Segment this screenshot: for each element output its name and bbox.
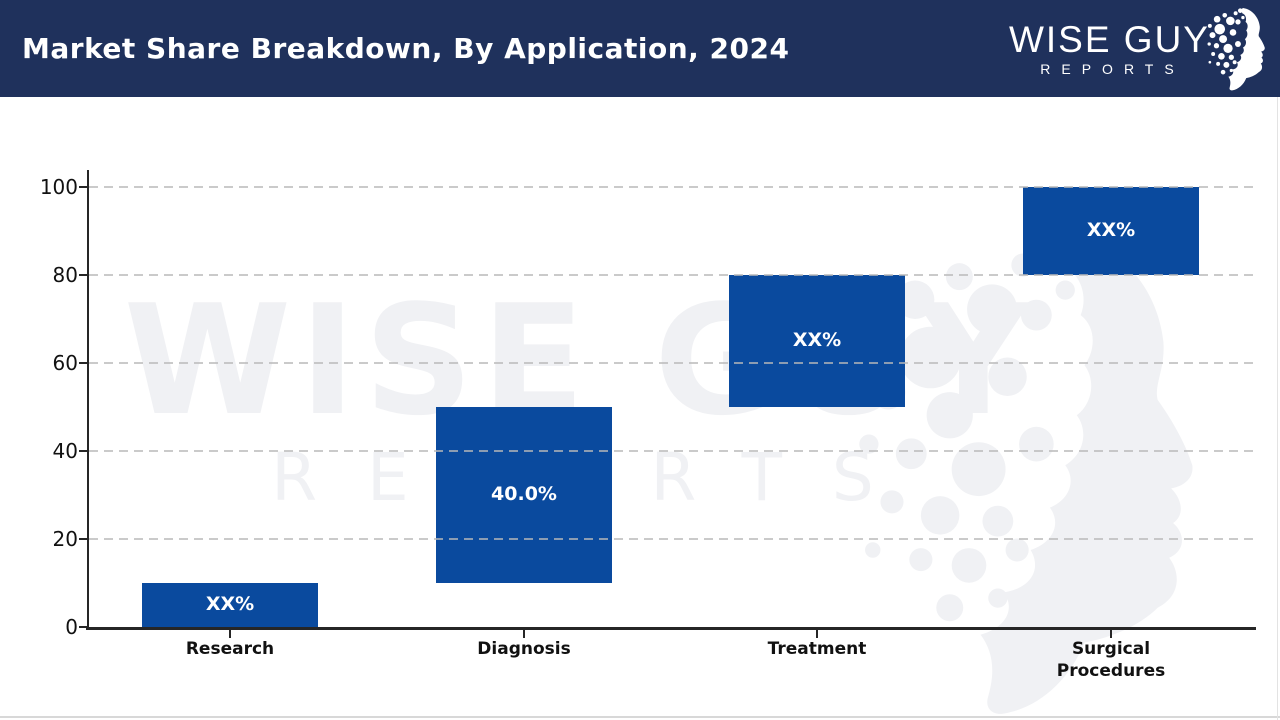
x-category-label: Surgical Procedures <box>1056 639 1166 681</box>
bar-diagnosis <box>436 407 612 583</box>
x-tick-3 <box>1110 630 1112 638</box>
x-axis-spine <box>86 627 1256 630</box>
y-tick-label-80: 80 <box>52 263 78 287</box>
y-tick-0 <box>79 626 87 628</box>
y-tick-label-60: 60 <box>52 351 78 375</box>
gridline-40 <box>89 450 1253 452</box>
y-tick-60 <box>79 362 87 364</box>
gridline-60 <box>89 362 1253 364</box>
x-category-label: Treatment <box>767 639 867 659</box>
x-category-label: Research <box>185 639 275 659</box>
y-tick-20 <box>79 538 87 540</box>
header-bar: Market Share Breakdown, By Application, … <box>0 0 1280 97</box>
bar-value-label: 40.0% <box>491 483 557 505</box>
bar-treatment <box>729 275 905 407</box>
brand-name: WISE GUY <box>1008 19 1210 60</box>
y-tick-label-100: 100 <box>39 175 78 199</box>
x-category-label: Diagnosis <box>477 639 571 659</box>
x-tick-0 <box>229 630 231 638</box>
y-tick-80 <box>79 274 87 276</box>
brand-subname: REPORTS <box>1040 61 1185 77</box>
gridline-20 <box>89 538 1253 540</box>
chart-area: WISE GUY REPORTS 020406080100XX%Research… <box>0 97 1280 720</box>
gridline-80 <box>89 274 1253 276</box>
x-tick-2 <box>816 630 818 638</box>
figure-bottom-border <box>0 716 1280 718</box>
bar-value-label: XX% <box>792 329 842 351</box>
figure-right-border <box>1277 97 1278 720</box>
bar-surgical-procedures <box>1023 187 1199 275</box>
dotted-head-icon <box>1207 7 1265 90</box>
y-tick-label-0: 0 <box>65 615 78 639</box>
brand-logo: WISE GUY REPORTS <box>1009 6 1270 92</box>
bar-research <box>142 583 318 627</box>
y-tick-label-20: 20 <box>52 527 78 551</box>
brand-logo-text: WISE GUY REPORTS <box>1009 21 1210 76</box>
chart-title: Market Share Breakdown, By Application, … <box>22 32 790 65</box>
y-tick-100 <box>79 186 87 188</box>
y-tick-label-40: 40 <box>52 439 78 463</box>
gridline-100 <box>89 186 1253 188</box>
bar-value-label: XX% <box>1086 219 1136 241</box>
x-tick-1 <box>523 630 525 638</box>
y-axis-spine <box>87 170 89 629</box>
y-tick-40 <box>79 450 87 452</box>
bar-value-label: XX% <box>205 593 255 615</box>
